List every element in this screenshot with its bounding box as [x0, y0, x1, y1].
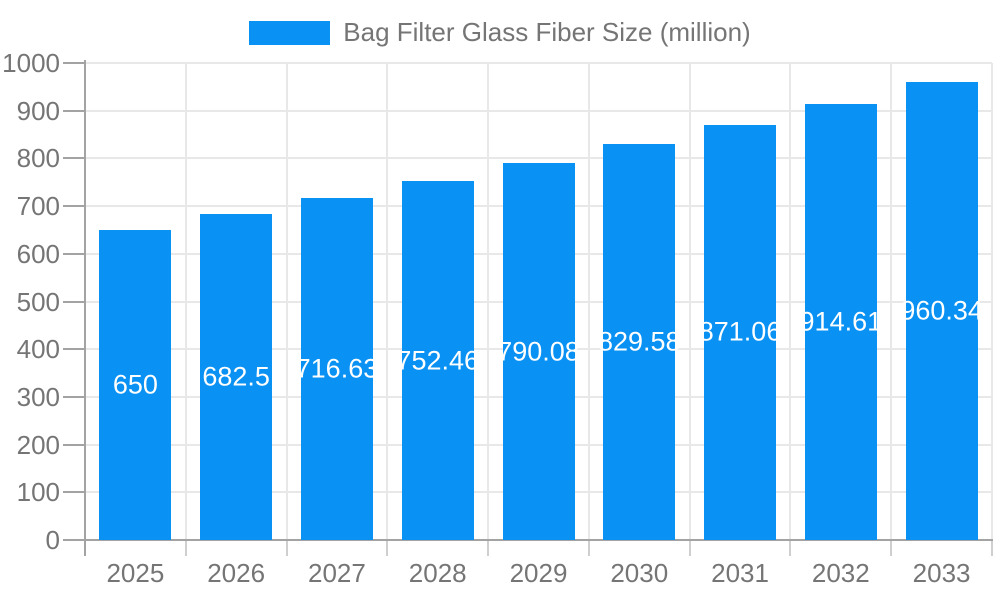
bar: 871.06	[699, 124, 781, 540]
x-axis-label: 2029	[509, 558, 568, 588]
y-axis-tick	[63, 109, 85, 112]
bar-value-label: 871.06	[698, 316, 782, 347]
bar-value-label: 914.61	[799, 306, 883, 337]
y-axis-tick	[63, 252, 85, 255]
y-axis-label: 300	[16, 381, 60, 412]
bar-value-label: 716.63	[295, 353, 379, 384]
y-axis-label: 800	[16, 143, 60, 174]
gridline-horizontal	[85, 62, 992, 64]
y-axis-tick	[63, 443, 85, 446]
gridline-vertical	[991, 63, 993, 540]
bar-value-label: 790.08	[497, 336, 580, 367]
x-axis-tick	[890, 540, 893, 556]
x-axis-tick	[386, 540, 389, 556]
bar: 716.63	[296, 198, 378, 540]
bar-value-label: 752.46	[396, 345, 480, 376]
y-axis-label: 1000	[2, 48, 60, 78]
y-axis-tick	[63, 157, 85, 160]
y-axis-label: 400	[16, 334, 60, 365]
y-axis-tick	[63, 205, 85, 208]
bar-value-label: 682.5	[202, 361, 270, 392]
y-axis-label: 0	[45, 525, 60, 555]
bar: 960.34	[900, 81, 983, 540]
x-axis-tick	[487, 540, 490, 556]
x-axis-label: 2031	[711, 558, 769, 588]
y-axis-label: 100	[16, 477, 60, 508]
y-axis-label: 500	[16, 286, 60, 317]
x-axis-tick	[285, 540, 288, 556]
y-axis-label: 900	[16, 95, 60, 126]
y-axis-tick	[63, 348, 85, 351]
y-axis-tick	[63, 300, 85, 303]
bar-value-label: 650	[112, 369, 158, 400]
x-axis-label: 2026	[207, 558, 266, 588]
y-axis-label: 200	[16, 429, 60, 460]
y-axis-label: 700	[16, 191, 60, 222]
bar: 790.08	[497, 163, 580, 540]
legend-swatch	[249, 20, 331, 45]
gridline-vertical	[688, 63, 691, 540]
x-axis-label: 2028	[408, 558, 467, 588]
gridline-horizontal	[85, 109, 992, 112]
x-axis-label: 2033	[912, 558, 971, 588]
bar: 829.58	[598, 144, 681, 540]
gridline-vertical	[789, 63, 792, 540]
gridline-vertical	[890, 63, 893, 540]
bar: 650	[99, 229, 172, 540]
gridline-vertical	[386, 63, 389, 540]
x-axis-tick	[587, 540, 590, 556]
gridline-vertical	[487, 63, 490, 540]
bar: 752.46	[396, 181, 479, 540]
bar: 914.61	[800, 103, 882, 540]
y-axis-tick	[63, 62, 85, 64]
y-axis-tick	[63, 539, 85, 541]
x-axis-label: 2027	[308, 558, 366, 588]
legend[interactable]: Bag Filter Glass Fiber Size (million)	[0, 17, 1000, 48]
gridline-horizontal	[85, 157, 992, 160]
y-axis-tick	[63, 395, 85, 398]
y-axis-label: 600	[16, 238, 60, 269]
gridline-vertical	[184, 63, 187, 540]
gridline-vertical	[587, 63, 590, 540]
bar-value-label: 829.58	[597, 326, 681, 357]
x-axis-tick	[991, 540, 993, 556]
x-axis-tick	[184, 540, 187, 556]
gridline-vertical	[285, 63, 288, 540]
x-axis-line	[85, 539, 993, 541]
bar-value-label: 960.34	[900, 295, 983, 326]
x-axis-label: 2025	[106, 558, 165, 588]
x-axis-tick	[688, 540, 691, 556]
x-axis-label: 2030	[610, 558, 669, 588]
x-axis-tick	[789, 540, 792, 556]
bar: 682.5	[200, 214, 273, 540]
x-axis-label: 2032	[811, 558, 870, 588]
legend-label: Bag Filter Glass Fiber Size (million)	[343, 17, 751, 47]
y-axis-tick	[63, 491, 85, 494]
y-axis-line	[84, 60, 86, 556]
